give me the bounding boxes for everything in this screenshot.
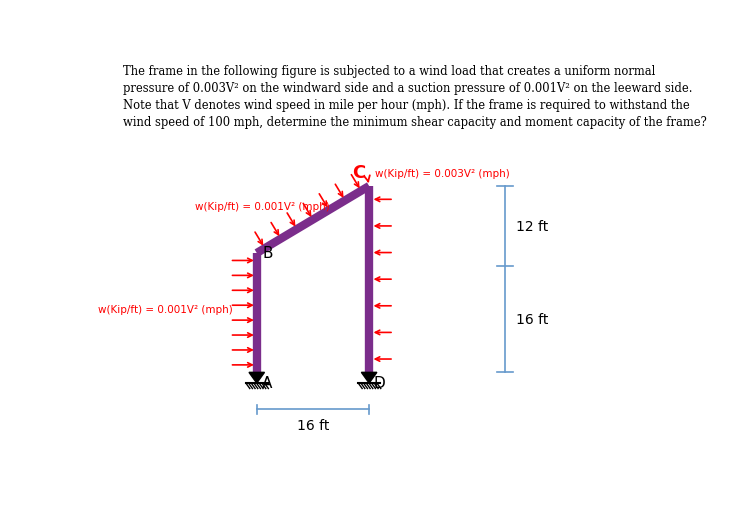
- Text: 16 ft: 16 ft: [516, 313, 548, 326]
- Polygon shape: [362, 373, 377, 383]
- Text: w(Kip/ft) = 0.001V² (mph): w(Kip/ft) = 0.001V² (mph): [195, 201, 329, 211]
- Text: 16 ft: 16 ft: [297, 418, 329, 432]
- Polygon shape: [249, 373, 265, 383]
- Text: The frame in the following figure is subjected to a wind load that creates a uni: The frame in the following figure is sub…: [123, 65, 707, 129]
- Text: w(Kip/ft) = 0.003V² (mph): w(Kip/ft) = 0.003V² (mph): [375, 169, 510, 179]
- Text: B: B: [263, 246, 274, 261]
- Text: 12 ft: 12 ft: [516, 220, 548, 233]
- Text: D: D: [374, 375, 386, 390]
- Text: A: A: [262, 375, 271, 390]
- Text: C: C: [352, 164, 365, 182]
- Text: w(Kip/ft) = 0.001V² (mph): w(Kip/ft) = 0.001V² (mph): [98, 304, 232, 314]
